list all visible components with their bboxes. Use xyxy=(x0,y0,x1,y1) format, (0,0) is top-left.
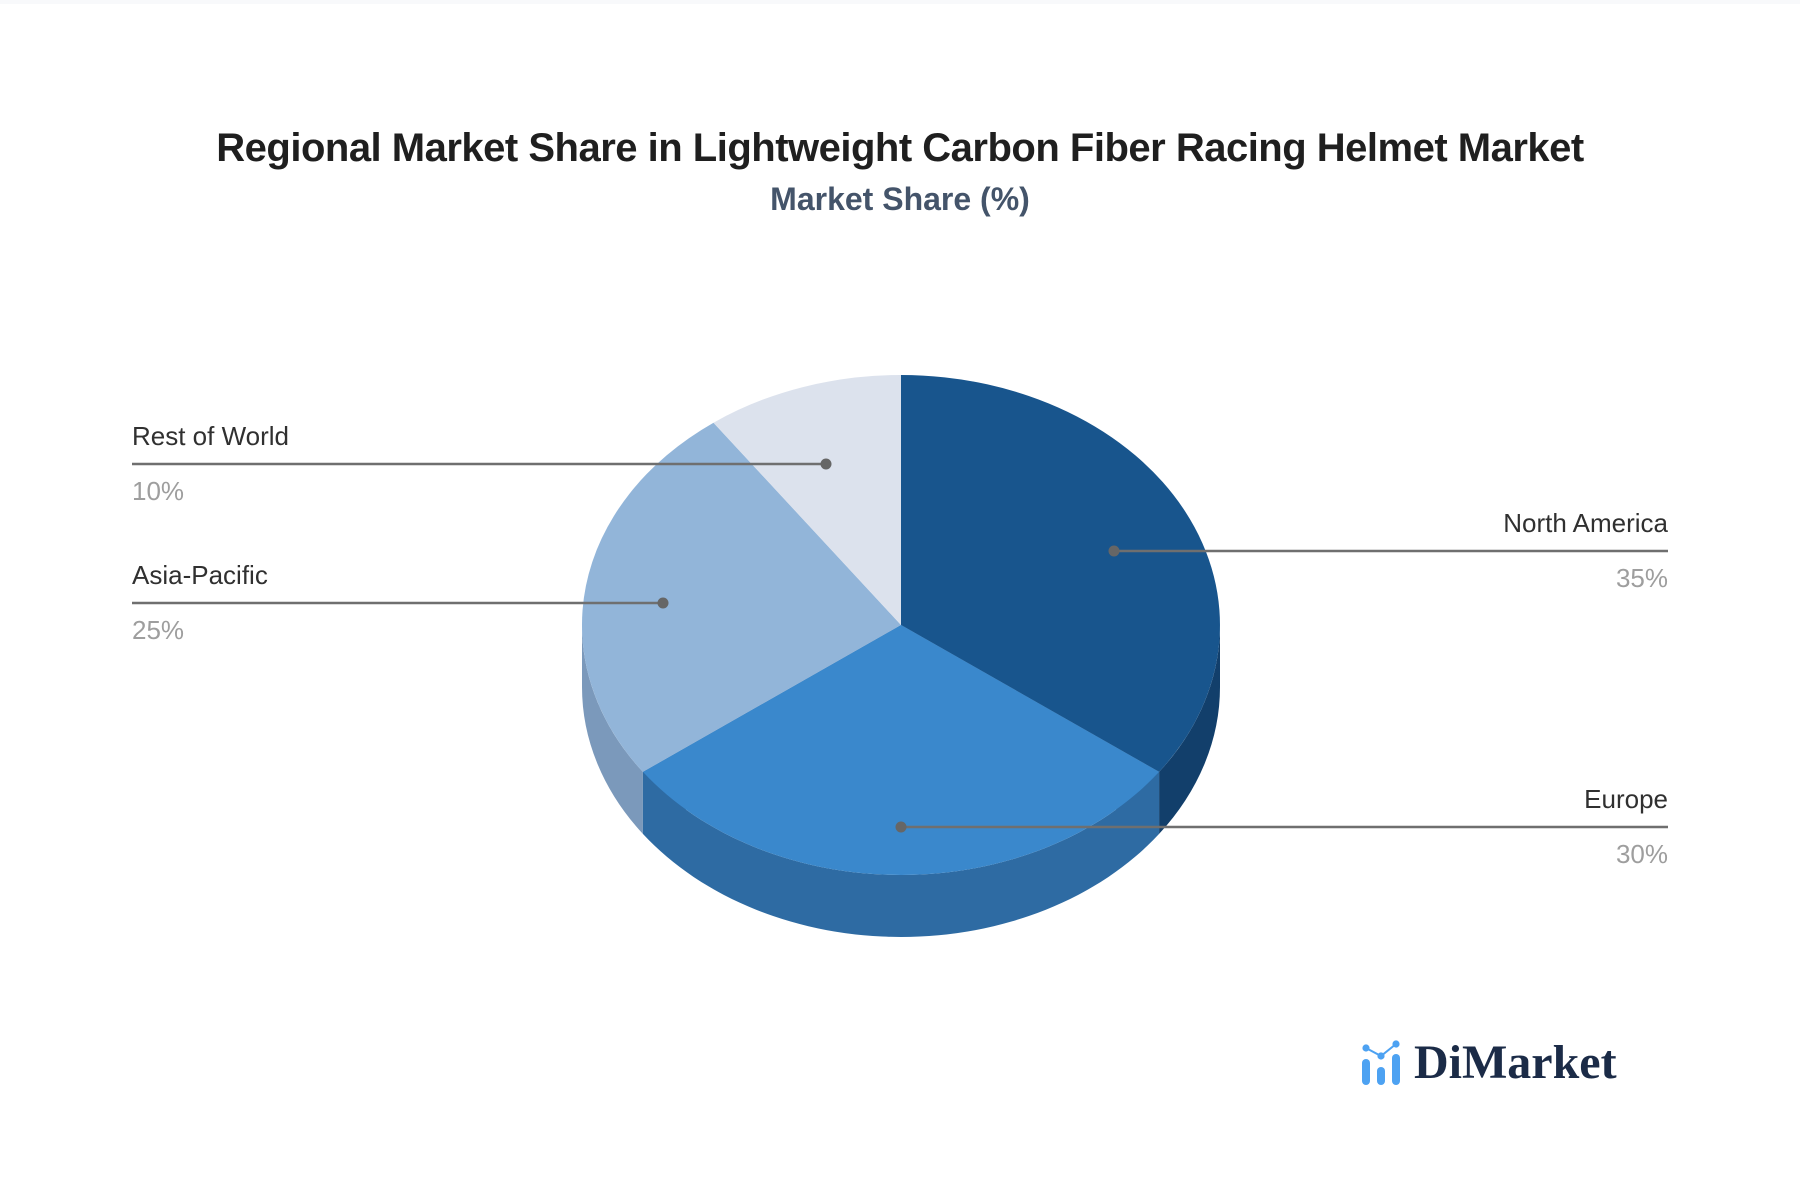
bar-line-chart-icon xyxy=(1362,1040,1400,1085)
pie-slice-rest-of-world[interactable] xyxy=(713,374,902,625)
pie-slice-asia-pacific[interactable] xyxy=(581,422,901,772)
callout-asia-pacific: Asia-Pacific 25% xyxy=(132,558,692,647)
slice-label: Rest of World xyxy=(132,421,290,451)
leader-dot-asia-pacific xyxy=(657,597,669,609)
slice-label: North America xyxy=(1503,508,1668,538)
slice-label: Asia-Pacific xyxy=(132,560,268,590)
dimarket-logo: DiMarket xyxy=(1360,1036,1617,1089)
callout-rest-of-world: Rest of World 10% xyxy=(132,419,692,508)
slice-label: Europe xyxy=(1584,784,1668,814)
chart-title: Regional Market Share in Lightweight Car… xyxy=(216,126,1584,170)
pie-slice-north-america[interactable] xyxy=(901,375,1220,772)
slice-value: 30% xyxy=(1615,839,1668,869)
leader-dot-north-america xyxy=(1108,545,1120,557)
logo-text: DiMarket xyxy=(1414,1036,1617,1089)
slice-value: 35% xyxy=(1615,563,1668,593)
callout-north-america: North America 35% xyxy=(1108,506,1668,595)
callout-europe: Europe 30% xyxy=(1108,782,1668,871)
slice-value: 10% xyxy=(132,476,185,506)
pie-rim-north-america xyxy=(1159,625,1220,834)
leader-dot-rest-of-world xyxy=(820,458,832,470)
slice-value: 25% xyxy=(132,615,185,645)
pie-rim-asia-pacific xyxy=(582,625,643,834)
chart-subtitle: Market Share (%) xyxy=(770,181,1030,217)
pie-slice-europe[interactable] xyxy=(642,625,1160,875)
leader-dot-europe xyxy=(895,821,907,833)
top-strip xyxy=(0,0,1800,4)
pie-rim-europe xyxy=(642,771,1160,937)
